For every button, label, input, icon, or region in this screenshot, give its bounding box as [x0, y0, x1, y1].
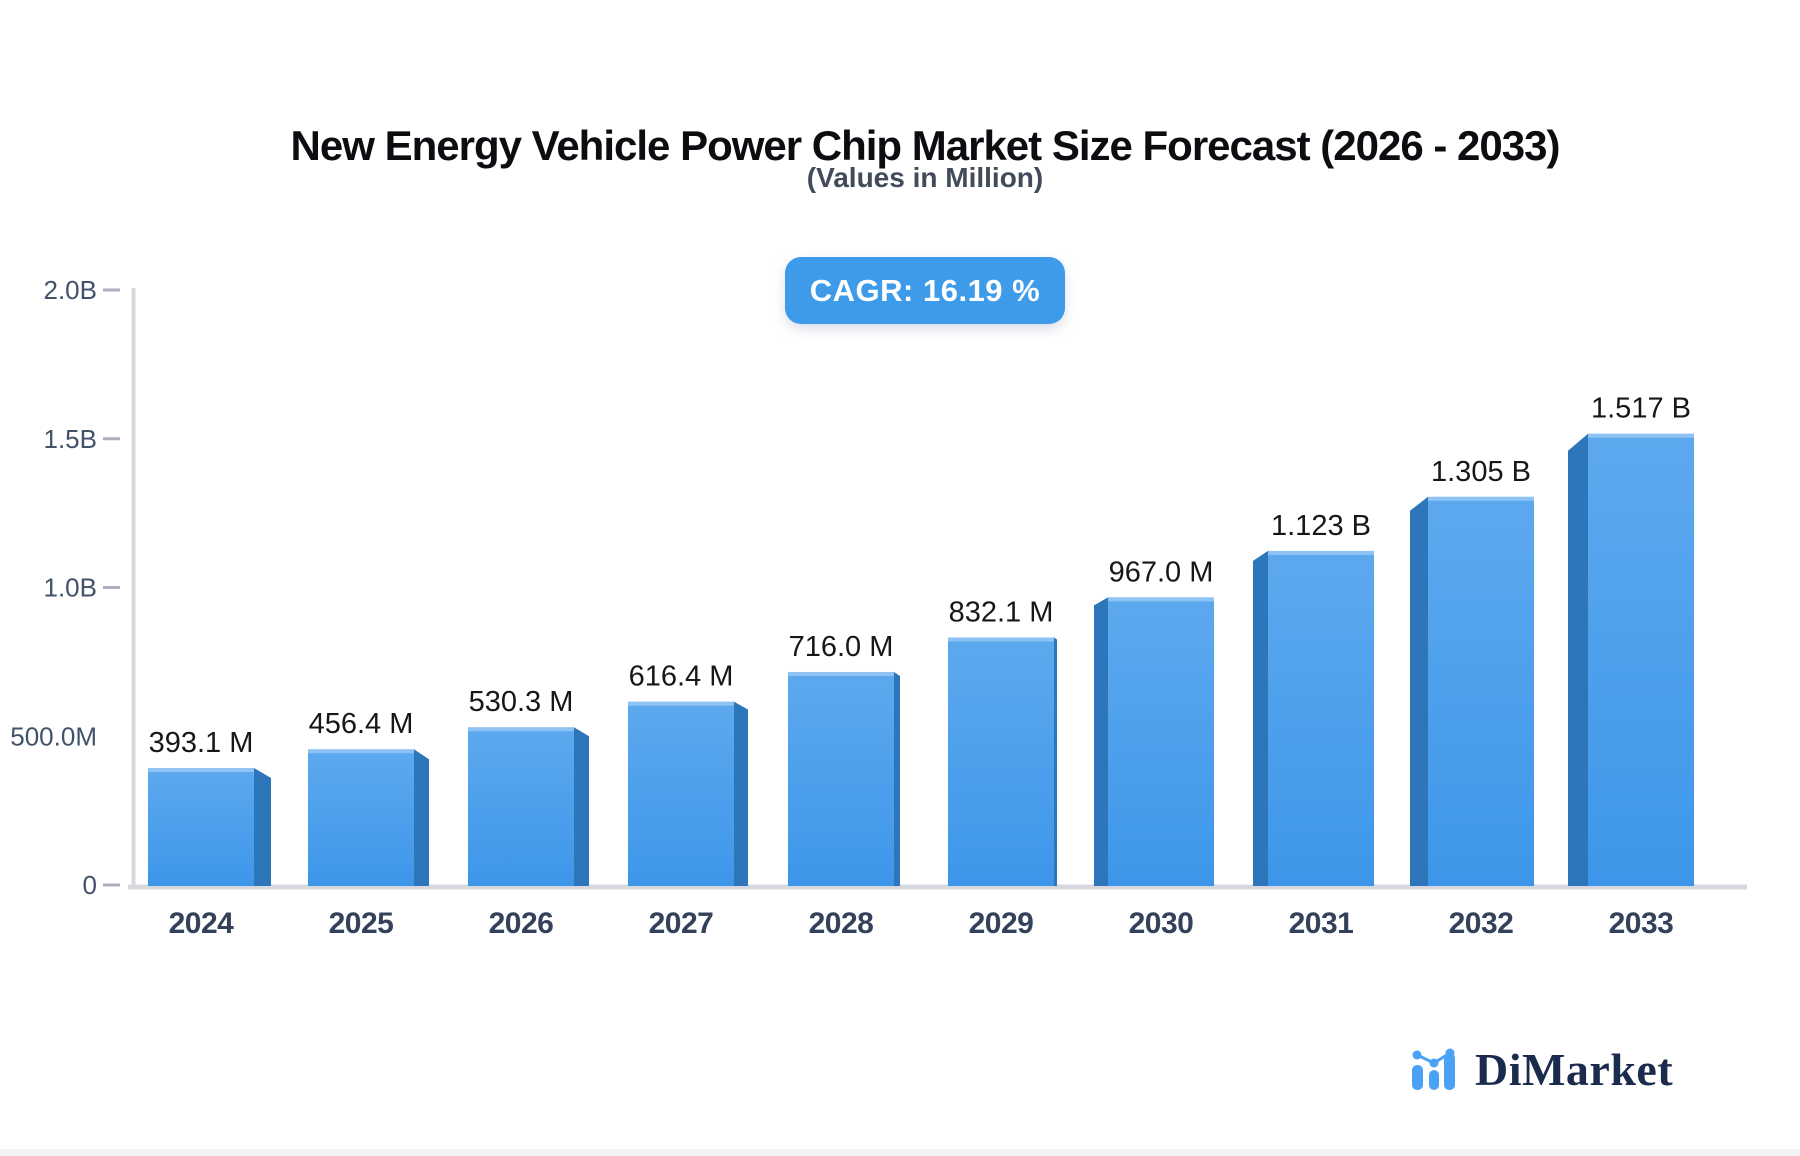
bar-side-face: [1054, 637, 1057, 886]
value-label-2032: 1.305 B: [1431, 456, 1531, 488]
bar-front-face: [308, 749, 414, 886]
bar-side-face: [254, 768, 271, 886]
bar-front-face: [148, 768, 254, 886]
value-label-2028: 716.0 M: [789, 631, 894, 663]
y-axis-label: 500.0M: [10, 721, 97, 751]
bar-2026: [468, 727, 589, 886]
y-axis-label: 1.5B: [44, 424, 98, 454]
bar-front-face: [788, 671, 894, 886]
bar-front-face: [1428, 496, 1534, 886]
bar-top-highlight: [628, 701, 734, 706]
brand-logo: DiMarket: [1408, 1038, 1673, 1094]
x-axis-label-2027: 2027: [649, 907, 714, 940]
chart-subtitle: (Values in Million): [806, 162, 1044, 193]
bar-2027: [628, 701, 748, 886]
value-label-2025: 456.4 M: [309, 708, 414, 740]
bar-side-face: [1568, 433, 1588, 886]
bar-side-face: [734, 701, 748, 886]
x-axis-label-2029: 2029: [969, 907, 1034, 940]
value-label-2030: 967.0 M: [1109, 556, 1214, 588]
bar-2028: [788, 671, 900, 886]
bar-top-highlight: [1268, 550, 1374, 555]
bar-2030: [1094, 597, 1214, 886]
bar-front-face: [1108, 597, 1214, 886]
value-label-2031: 1.123 B: [1271, 510, 1371, 542]
bar-2029: [948, 637, 1057, 886]
chart-title: New Energy Vehicle Power Chip Market Siz…: [290, 122, 1561, 170]
x-axis-label-2031: 2031: [1289, 907, 1354, 940]
x-axis-label-2026: 2026: [489, 907, 554, 940]
bar-side-face: [1410, 496, 1428, 886]
value-label-2029: 832.1 M: [949, 596, 1054, 628]
bar-2025: [308, 749, 429, 886]
cagr-badge-label: CAGR: 16.19 %: [809, 272, 1041, 308]
page-bottom-strip: [0, 1149, 1800, 1156]
y-axis-label: 2.0B: [44, 275, 98, 305]
bar-top-highlight: [1428, 496, 1534, 501]
value-label-2026: 530.3 M: [469, 686, 574, 718]
x-axis-label-2025: 2025: [329, 907, 394, 940]
bar-front-face: [1588, 433, 1694, 886]
bar-front-face: [948, 637, 1054, 886]
bar-front-face: [468, 727, 574, 886]
value-label-2024: 393.1 M: [149, 727, 254, 759]
brand-logo-icon: [1412, 1048, 1455, 1090]
y-axis-label: 1.0B: [44, 573, 98, 603]
bar-2031: [1253, 550, 1374, 886]
y-axis-label: 0: [83, 870, 97, 900]
bar-side-face: [894, 671, 900, 886]
bar-top-highlight: [148, 768, 254, 773]
bar-2033: [1568, 433, 1694, 886]
bar-side-face: [1253, 550, 1268, 886]
brand-logo-text: DiMarket: [1475, 1044, 1674, 1096]
x-axis-label-2033: 2033: [1609, 907, 1674, 940]
value-label-2033: 1.517 B: [1591, 393, 1691, 425]
bar-2024: [148, 768, 271, 886]
bar-2032: [1410, 496, 1534, 886]
bar-side-face: [1094, 597, 1108, 886]
x-axis-label-2030: 2030: [1129, 907, 1194, 940]
bar-side-face: [414, 749, 429, 886]
x-axis-label-2032: 2032: [1449, 907, 1514, 940]
x-axis-label-2024: 2024: [169, 907, 235, 940]
bar-front-face: [1268, 550, 1374, 886]
bar-top-highlight: [1108, 597, 1214, 602]
bar-top-highlight: [788, 671, 894, 676]
bar-side-face: [574, 727, 589, 886]
bar-top-highlight: [468, 727, 574, 732]
bar-top-highlight: [308, 749, 414, 754]
bar-top-highlight: [1588, 433, 1694, 438]
cagr-badge: CAGR: 16.19 %: [785, 257, 1065, 324]
bar-front-face: [628, 701, 734, 886]
bar-top-highlight: [948, 637, 1054, 642]
x-axis-label-2028: 2028: [809, 907, 874, 940]
value-label-2027: 616.4 M: [629, 661, 734, 693]
